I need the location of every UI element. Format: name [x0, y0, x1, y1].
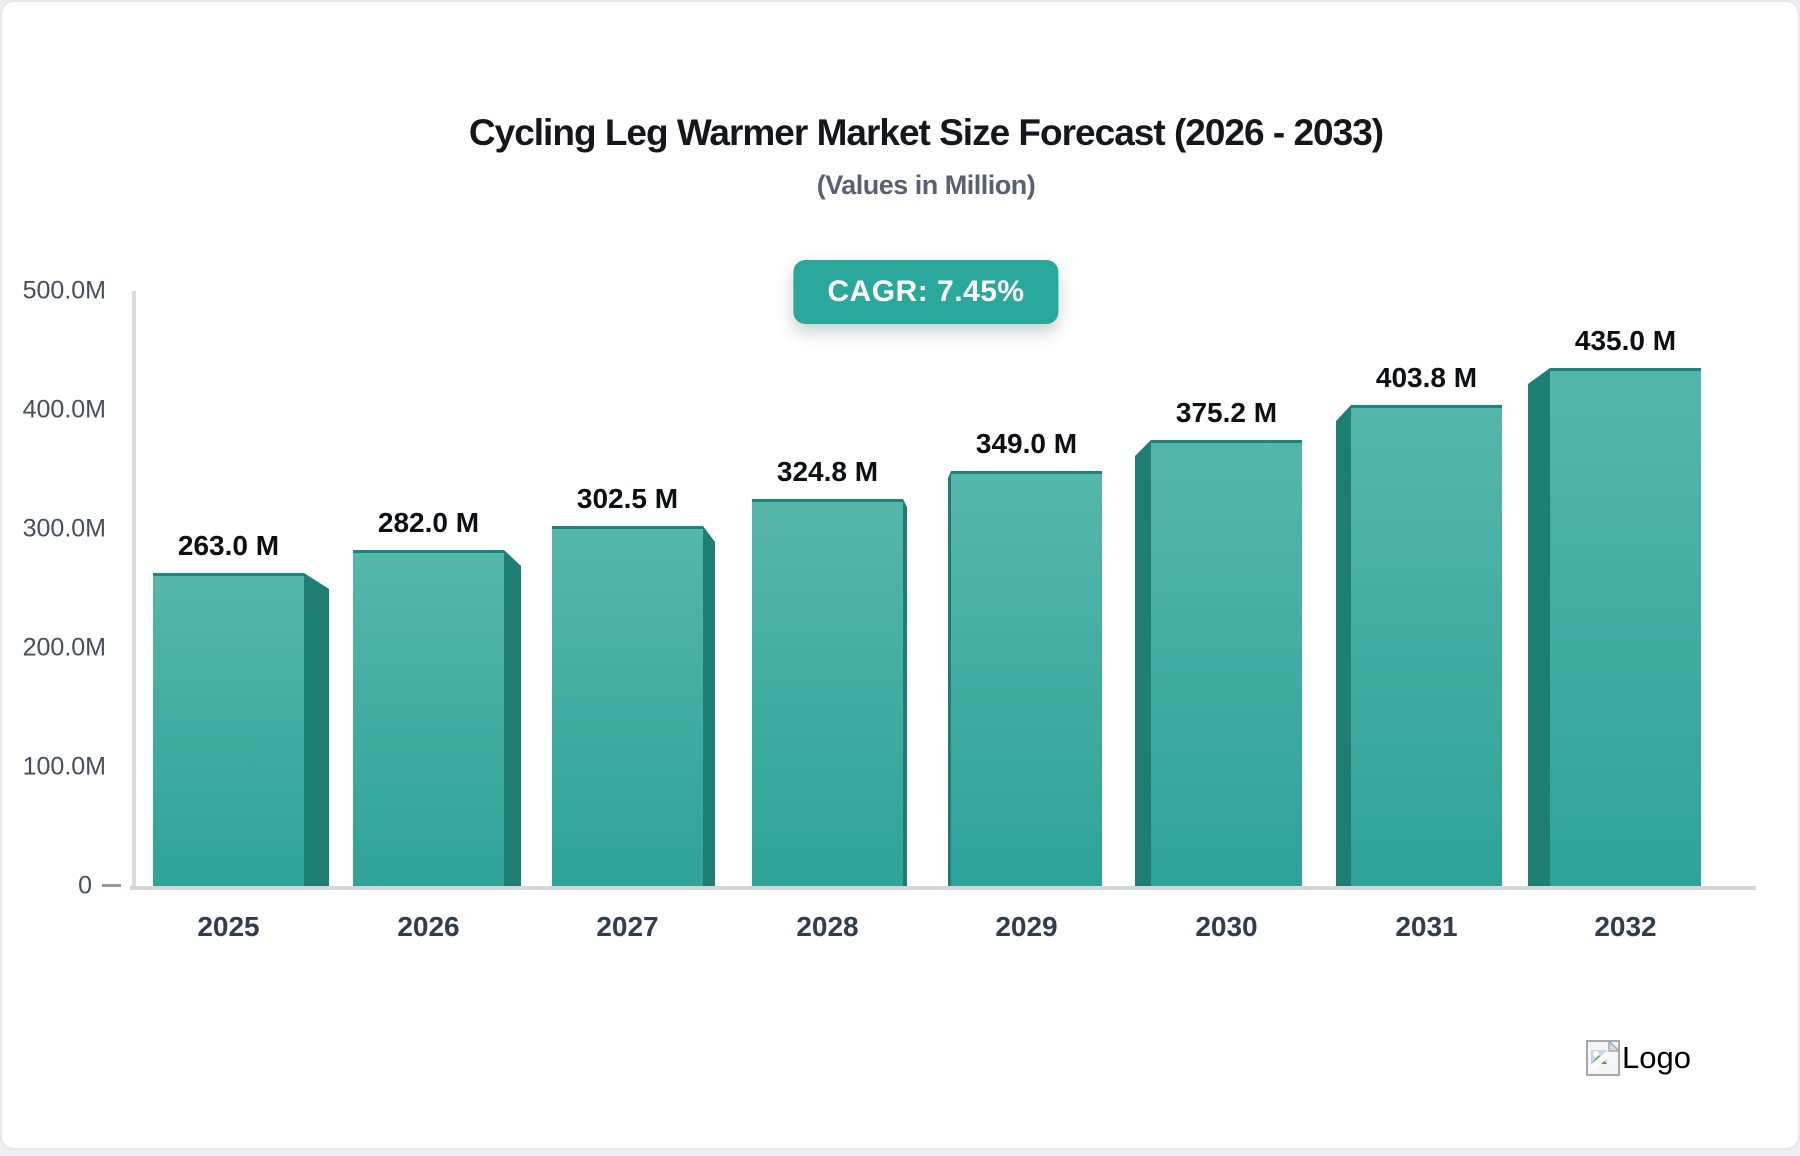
bar-2027	[552, 526, 703, 886]
y-tick-label: 200.0M	[22, 633, 106, 662]
bar-value-label: 263.0 M	[177, 530, 280, 561]
cagr-badge: CAGR: 7.45%	[793, 260, 1059, 324]
bar-2029	[951, 471, 1102, 886]
bar-2030	[1151, 440, 1302, 886]
bar-value-label: 349.0 M	[975, 428, 1078, 459]
zero-tick-mark	[102, 884, 121, 887]
x-axis-label: 2028	[796, 911, 859, 942]
bar-value-label: 324.8 M	[776, 456, 879, 487]
bar-2026	[353, 550, 504, 886]
bar-3d-side	[504, 550, 521, 888]
bar-2025	[153, 573, 304, 886]
chart-title: Cycling Leg Warmer Market Size Forecast …	[468, 112, 1384, 153]
bar-value-label: 403.8 M	[1375, 362, 1478, 393]
bar-value-label: 302.5 M	[576, 483, 679, 514]
bar-3d-side	[703, 526, 715, 888]
bar-3d-side	[1528, 368, 1550, 888]
y-axis-line	[132, 291, 136, 886]
x-axis-label: 2030	[1195, 911, 1258, 942]
bar-3d-side	[948, 471, 951, 888]
y-tick-label: 500.0M	[22, 276, 106, 305]
x-axis-label: 2031	[1395, 911, 1458, 942]
x-axis-label: 2032	[1594, 911, 1657, 942]
y-tick-label: 400.0M	[22, 395, 106, 424]
bar-value-label: 435.0 M	[1574, 325, 1677, 356]
x-axis-label: 2027	[596, 911, 659, 942]
bar-value-label: 282.0 M	[377, 507, 480, 538]
chart-subtitle: (Values in Million)	[816, 170, 1036, 200]
x-axis-line	[130, 886, 1756, 890]
bar-2031	[1351, 405, 1502, 886]
broken-image-icon	[1586, 1040, 1620, 1076]
logo: Logo	[1586, 1040, 1691, 1076]
bar-value-label: 375.2 M	[1175, 397, 1278, 428]
y-tick-label: 300.0M	[22, 514, 106, 543]
bar-3d-side	[1336, 405, 1351, 888]
y-tick-label: 100.0M	[22, 752, 106, 781]
y-tick-label: 0	[78, 871, 92, 900]
x-axis-label: 2026	[397, 911, 460, 942]
x-axis-label: 2025	[197, 911, 260, 942]
bar-2028	[752, 499, 903, 886]
bar-3d-side	[903, 499, 907, 888]
x-axis-label: 2029	[995, 911, 1058, 942]
logo-text: Logo	[1622, 1040, 1691, 1075]
bar-3d-side	[304, 573, 329, 888]
bar-3d-side	[1135, 440, 1151, 888]
bar-2032	[1550, 368, 1701, 886]
